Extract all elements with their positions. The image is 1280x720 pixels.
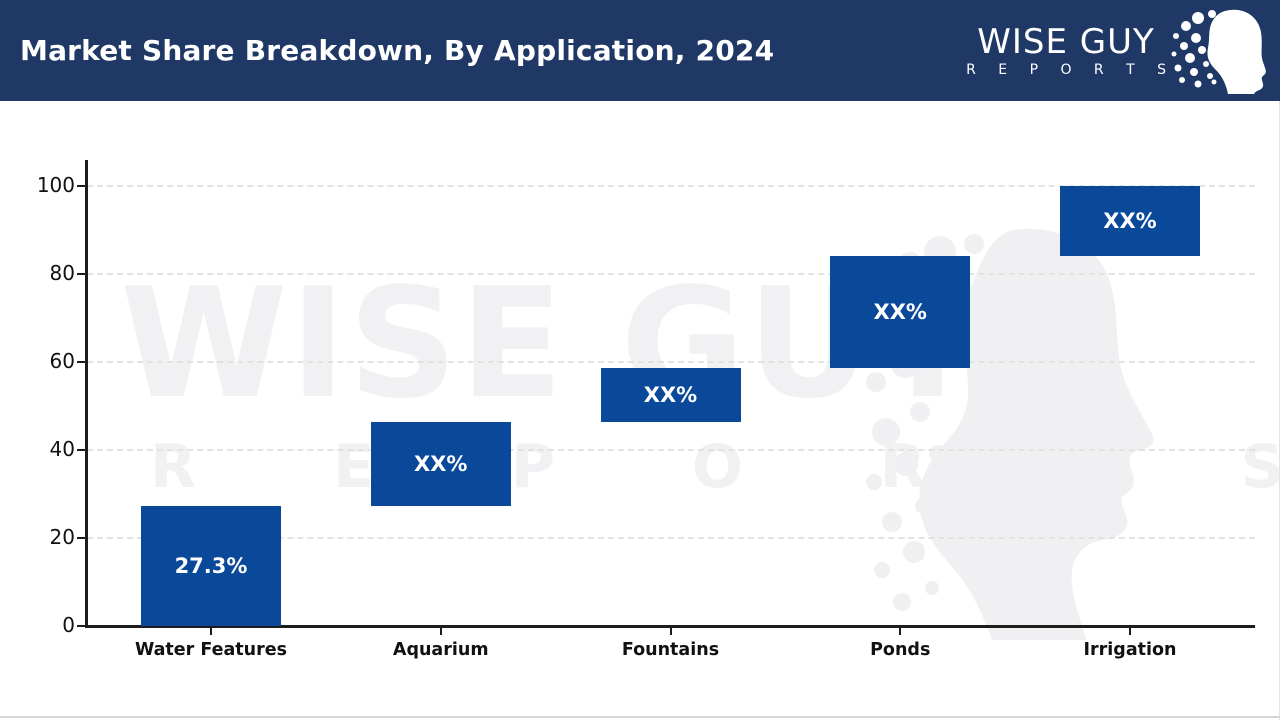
page-title: Market Share Breakdown, By Application, …: [20, 34, 775, 67]
logo-reports-label: R E P O R T S: [966, 61, 1175, 78]
bar: XX%: [830, 256, 971, 369]
bar: XX%: [370, 422, 511, 506]
bar: XX%: [1060, 186, 1200, 257]
x-tick: [439, 627, 442, 635]
logo-wordmark: WISE GUY: [977, 21, 1155, 62]
y-tick-label: 60: [49, 349, 75, 373]
y-tick-label: 20: [49, 525, 75, 549]
x-tick: [899, 627, 902, 635]
x-tick: [1129, 627, 1131, 635]
x-tick: [669, 627, 672, 635]
header-bar: Market Share Breakdown, By Application, …: [0, 0, 1280, 101]
brand-logo: WISE GUY R E P O R T S: [966, 6, 1268, 96]
x-tick-label: Irrigation: [1083, 640, 1177, 660]
y-tick-label: 40: [49, 437, 75, 461]
bar-label: XX%: [1103, 209, 1157, 234]
bottom-border: [0, 716, 1280, 718]
x-tick-label: Water Features: [134, 640, 288, 660]
x-tick: [210, 627, 212, 635]
gridline: [87, 449, 1255, 451]
gridline: [87, 361, 1255, 363]
gridline: [87, 273, 1255, 275]
bar-label: 27.3%: [174, 553, 248, 578]
x-tick-label: Ponds: [870, 640, 931, 660]
bar-label: XX%: [414, 452, 468, 477]
y-tick-label: 0: [62, 613, 75, 637]
x-axis-line: [85, 625, 1255, 628]
gridline: [87, 537, 1255, 539]
gridline: [87, 185, 1255, 187]
y-tick-label: 100: [36, 173, 75, 197]
y-tick: [77, 537, 85, 539]
bar-label: XX%: [873, 300, 927, 325]
y-tick-label: 80: [49, 261, 75, 285]
y-tick: [77, 361, 85, 363]
y-tick: [77, 273, 85, 275]
bar-label: XX%: [643, 383, 698, 408]
logo-wordmark-block: WISE GUY R E P O R T S: [966, 25, 1166, 77]
y-tick: [77, 449, 85, 451]
y-tick: [77, 625, 85, 627]
logo-head-icon: [1171, 9, 1266, 94]
watermark-wordmark: WISE GUY: [120, 255, 985, 432]
x-tick-label: Fountains: [621, 640, 720, 660]
y-tick: [77, 185, 85, 187]
bar: XX%: [600, 368, 741, 423]
bar: 27.3%: [141, 505, 281, 626]
x-tick-label: Aquarium: [392, 640, 489, 660]
y-axis-line: [85, 160, 88, 626]
watermark-reports-label: R E P O R T S: [150, 432, 1280, 502]
